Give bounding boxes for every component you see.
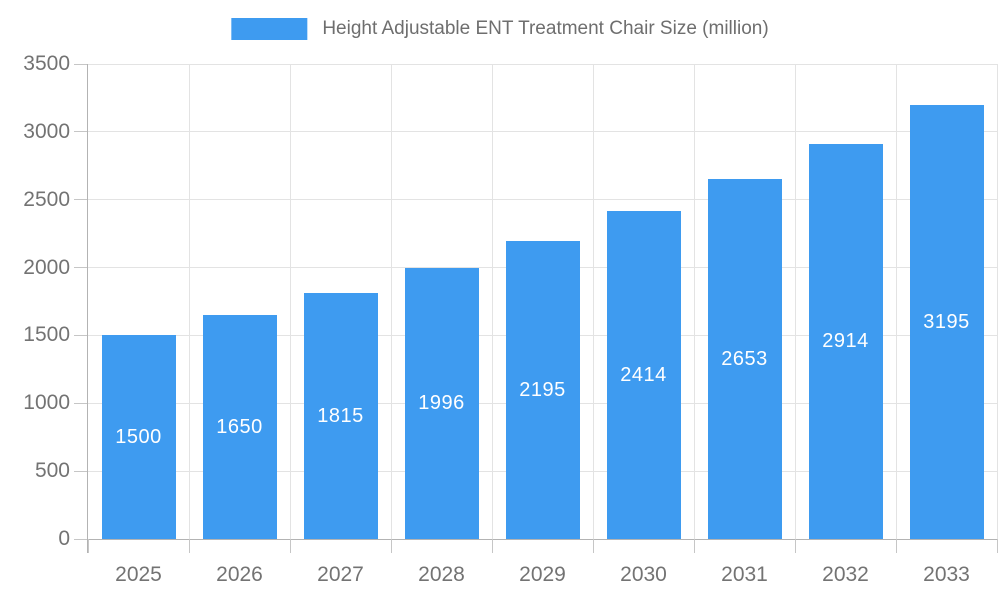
- bar-2028[interactable]: 1996: [404, 268, 479, 539]
- x-axis-tick: [895, 539, 897, 553]
- bar-value-label: 2195: [519, 378, 566, 401]
- y-axis-tick-label: 2000: [23, 255, 70, 279]
- x-gridline: [289, 64, 291, 539]
- x-gridline: [794, 64, 796, 539]
- y-axis-tick: [74, 470, 88, 472]
- bar-value-label: 2414: [620, 363, 667, 386]
- y-axis-tick-label: 1000: [23, 391, 70, 415]
- bar-value-label: 3195: [923, 310, 970, 333]
- x-gridline: [188, 64, 190, 539]
- y-axis-tick-label: 500: [34, 459, 70, 483]
- x-axis-tick-label: 2025: [115, 563, 162, 586]
- y-axis-tick-label: 3000: [23, 119, 70, 143]
- legend-label: Height Adjustable ENT Treatment Chair Si…: [322, 18, 769, 39]
- bar-value-label: 2914: [822, 330, 869, 352]
- chart-legend[interactable]: Height Adjustable ENT Treatment Chair Si…: [231, 18, 769, 40]
- x-axis-tick-label: 2031: [721, 563, 768, 586]
- y-gridline: [88, 131, 997, 133]
- y-axis-tick: [74, 63, 88, 65]
- x-axis-tick: [592, 539, 594, 553]
- y-axis-line: [87, 64, 88, 553]
- bar-2030[interactable]: 2414: [606, 211, 681, 539]
- x-gridline: [693, 64, 695, 539]
- bar-2025[interactable]: 1500: [101, 335, 176, 539]
- y-axis-tick: [74, 334, 88, 336]
- y-axis-tick: [74, 131, 88, 133]
- x-axis-tick-label: 2027: [317, 563, 364, 586]
- y-axis-tick: [74, 538, 88, 540]
- y-axis-tick-label: 2500: [23, 187, 70, 211]
- y-gridline: [88, 63, 997, 65]
- x-axis-tick: [693, 539, 695, 553]
- x-axis-tick-label: 2032: [822, 563, 869, 586]
- x-axis-tick-label: 2026: [216, 563, 263, 586]
- y-axis-tick: [74, 267, 88, 269]
- x-gridline: [592, 64, 594, 539]
- y-axis-tick-label: 3500: [23, 52, 70, 75]
- x-gridline: [491, 64, 493, 539]
- x-axis-tick-label: 2029: [519, 563, 566, 586]
- x-axis-tick: [87, 539, 89, 553]
- y-axis-tick-label: 1500: [23, 323, 70, 347]
- bar-value-label: 1996: [418, 392, 465, 414]
- x-axis-tick-label: 2028: [418, 563, 465, 586]
- x-axis-tick-label: 2030: [620, 563, 667, 586]
- x-axis-tick: [188, 539, 190, 553]
- y-gridline: [88, 199, 997, 201]
- x-axis-tick: [996, 539, 998, 553]
- bar-value-label: 1650: [216, 415, 263, 438]
- bar-value-label: 1500: [115, 425, 162, 448]
- x-axis-line: [87, 539, 997, 540]
- bar-value-label: 2653: [721, 347, 768, 370]
- y-axis-tick: [74, 402, 88, 404]
- y-axis-tick: [74, 199, 88, 201]
- y-axis-tick-label: 0: [58, 527, 70, 550]
- bar-2032[interactable]: 2914: [808, 144, 883, 539]
- bar-value-label: 1815: [317, 404, 364, 427]
- x-gridline: [996, 64, 998, 539]
- legend-swatch-icon: [231, 18, 308, 40]
- x-gridline: [895, 64, 897, 539]
- x-axis-tick: [390, 539, 392, 553]
- x-gridline: [390, 64, 392, 539]
- bar-2029[interactable]: 2195: [505, 241, 580, 539]
- bar-2027[interactable]: 1815: [303, 293, 378, 539]
- x-axis-tick-label: 2033: [923, 563, 970, 586]
- x-axis-tick: [794, 539, 796, 553]
- x-axis-tick: [491, 539, 493, 553]
- bar-2033[interactable]: 3195: [909, 105, 984, 539]
- x-axis-tick: [289, 539, 291, 553]
- bar-2026[interactable]: 1650: [202, 315, 277, 539]
- bar-2031[interactable]: 2653: [707, 179, 782, 539]
